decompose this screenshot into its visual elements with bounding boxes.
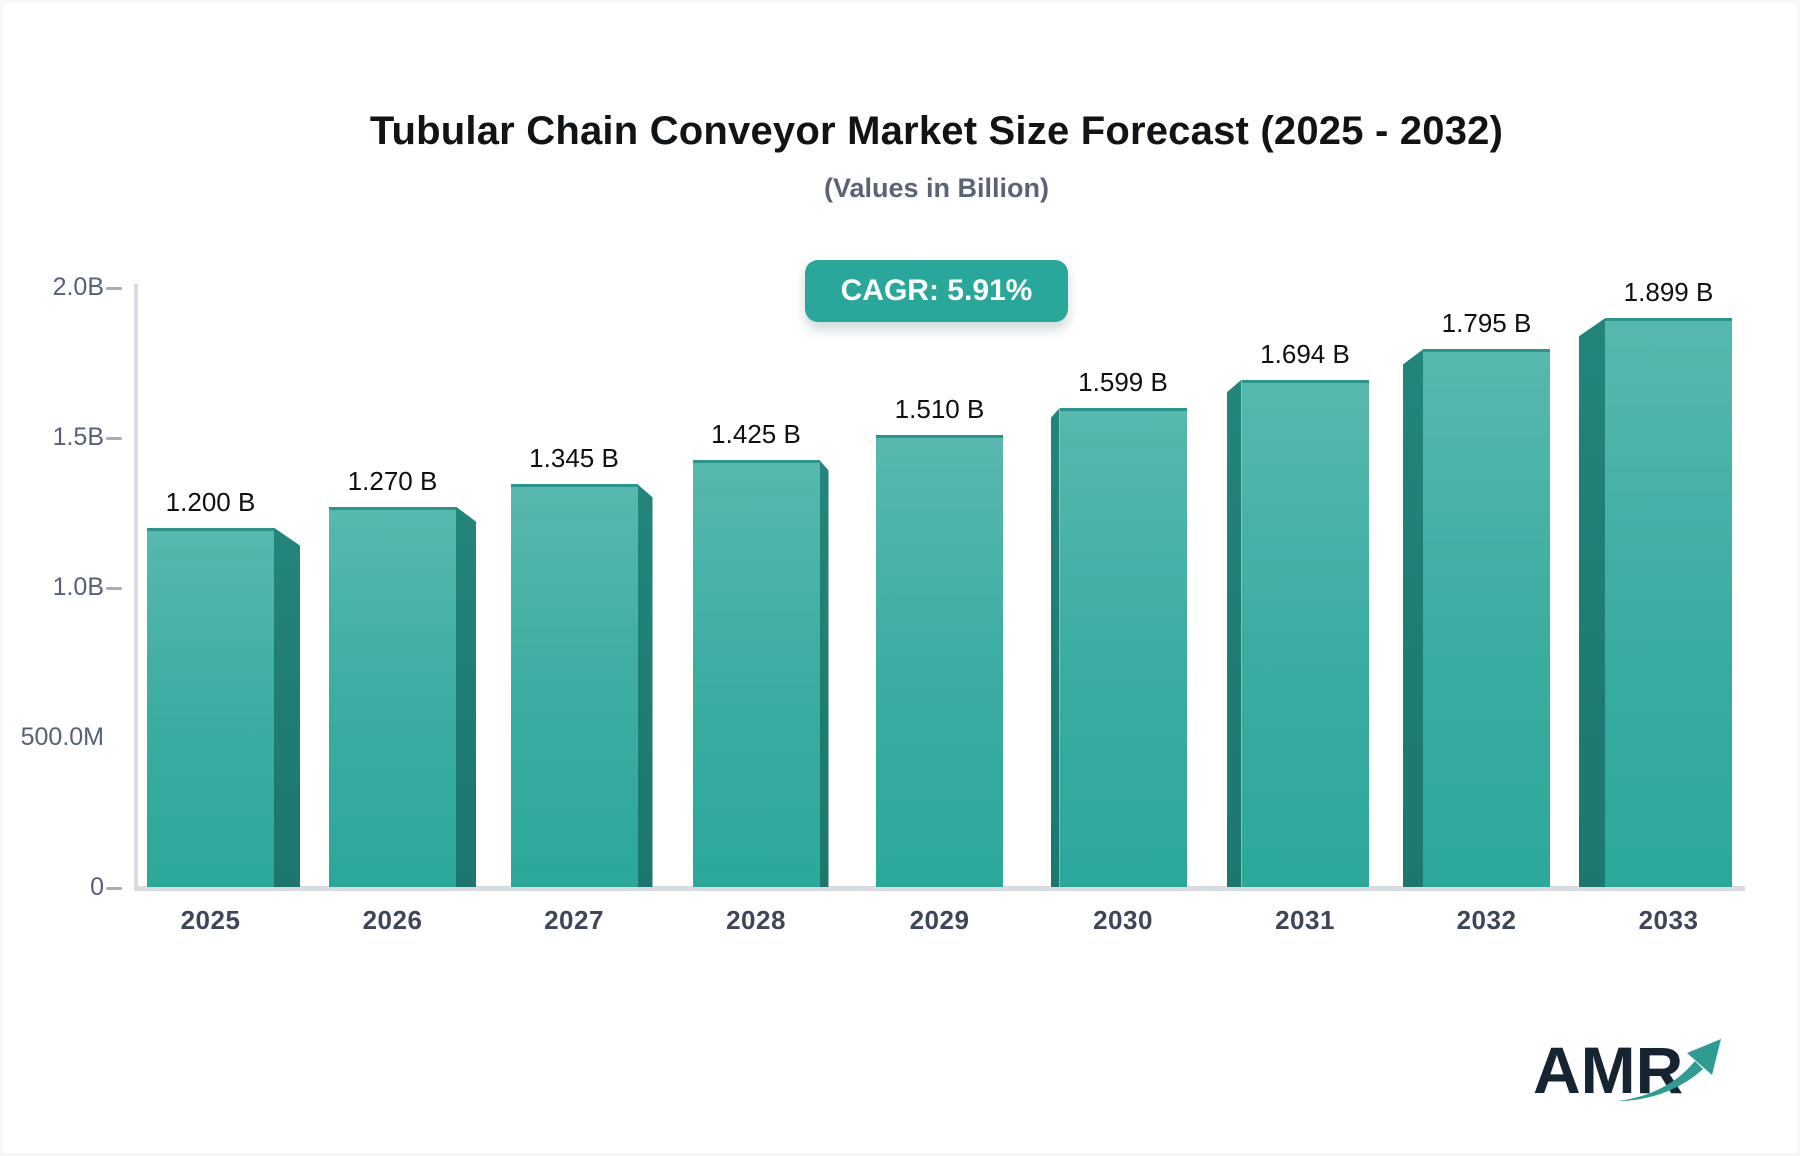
bar-side-2026 [456, 506, 476, 887]
bar-value-label-2030: 1.599 B [1078, 367, 1168, 398]
bar-face-2025 [147, 527, 274, 887]
bar-value-label-2029: 1.510 B [894, 393, 985, 424]
plot-area: 1.200 B 1.270 B 1.345 B 1.425 B 1.510 B 1.599… [134, 277, 1745, 887]
x-axis-line [134, 886, 1745, 891]
x-tick-slot-2031: 2031 [1208, 905, 1387, 936]
bar-2026: 1.270 B [329, 466, 476, 887]
bar-2033: 1.899 B [1579, 277, 1732, 887]
y-tick-label-1.5B: 1.5B [52, 423, 104, 451]
bar-face-2033 [1605, 318, 1732, 887]
bar-side-2032 [1403, 349, 1423, 887]
bar-2027: 1.345 B [510, 443, 653, 887]
x-tick-label-2031: 2031 [1275, 905, 1335, 935]
bar-2030: 1.599 B [1050, 367, 1187, 887]
bar-face-2032 [1423, 349, 1550, 887]
bar-side-2028 [819, 460, 829, 887]
x-tick-slot-2030: 2030 [1029, 905, 1208, 936]
growth-arrow-icon [1617, 1039, 1721, 1101]
y-axis: 2.0B 1.5B 1.0B 500.0M 0 [3, 3, 1797, 1153]
bar-face-2029 [876, 434, 1003, 887]
bar-slot-2029: 1.510 B [850, 288, 1029, 887]
x-tick-label-2025: 2025 [180, 905, 241, 935]
y-tick-label-1.0B: 1.0B [52, 573, 104, 601]
bar-slot-2032: 1.795 B [1387, 288, 1566, 887]
bar-value-label-2028: 1.425 B [711, 419, 801, 450]
x-tick-label-2030: 2030 [1093, 905, 1153, 935]
y-tick-label-0: 0 [90, 873, 104, 901]
bar-value-label-2027: 1.345 B [529, 443, 619, 474]
bar-side-2030 [1050, 408, 1060, 887]
bar-2025: 1.200 B [147, 487, 300, 887]
bar-side-2031 [1226, 379, 1242, 887]
x-tick-label-2026: 2026 [362, 905, 423, 935]
amr-logo: AMR [1533, 1037, 1733, 1115]
x-tick-slot-2025: 2025 [134, 905, 313, 936]
x-tick-slot-2033: 2033 [1566, 905, 1745, 936]
bar-face-2028 [692, 460, 820, 887]
x-tick-slot-2032: 2032 [1387, 905, 1566, 936]
bar-side-2027 [637, 484, 653, 887]
x-tick-label-2029: 2029 [909, 905, 970, 935]
bar-face-2031 [1241, 379, 1369, 887]
chart-header: Tubular Chain Conveyor Market Size Forec… [134, 107, 1739, 322]
x-tick-label-2032: 2032 [1456, 905, 1517, 935]
x-tick-label-2028: 2028 [726, 905, 786, 935]
bar-face-2026 [329, 506, 456, 887]
y-tick-mark [106, 887, 122, 890]
bar-2032: 1.795 B [1403, 308, 1550, 887]
x-tick-slot-2028: 2028 [671, 905, 850, 936]
bar-side-2033 [1579, 318, 1605, 887]
y-tick-mark [106, 587, 122, 590]
bar-slot-2030: 1.599 B [1029, 288, 1208, 887]
bar-slot-2031: 1.694 B [1208, 288, 1387, 887]
bar-slot-2025: 1.200 B [134, 288, 313, 887]
bar-value-label-2026: 1.270 B [347, 465, 438, 496]
x-axis-labels: 2025 2026 2027 2028 2029 2030 2031 2032 2033 [134, 905, 1745, 936]
bar-2029: 1.510 B [876, 394, 1003, 887]
bar-2028: 1.425 B [692, 419, 829, 887]
x-tick-slot-2029: 2029 [850, 905, 1029, 936]
bar-face-2030 [1059, 408, 1187, 887]
bar-slot-2027: 1.345 B [492, 288, 671, 887]
bar-side-2025 [274, 527, 300, 887]
x-tick-label-2033: 2033 [1638, 905, 1699, 935]
bar-value-label-2025: 1.200 B [165, 486, 256, 517]
bar-value-label-2032: 1.795 B [1441, 308, 1532, 339]
x-tick-slot-2026: 2026 [313, 905, 492, 936]
cagr-badge: CAGR: 5.91% [804, 260, 1069, 322]
y-axis-line [134, 284, 138, 891]
bar-value-label-2033: 1.899 B [1623, 277, 1714, 308]
bar-slot-2026: 1.270 B [313, 288, 492, 887]
bar-face-2027 [510, 484, 638, 887]
y-tick-label-2.0B: 2.0B [52, 273, 104, 301]
y-tick-label-500.0M: 500.0M [20, 723, 104, 751]
y-tick-mark [106, 437, 122, 440]
x-tick-slot-2027: 2027 [492, 905, 671, 936]
y-tick-mark [106, 287, 122, 290]
bar-slot-2028: 1.425 B [671, 288, 850, 887]
chart-subtitle: (Values in Billion) [823, 173, 1050, 203]
chart-title: Tubular Chain Conveyor Market Size Forec… [369, 109, 1504, 153]
bar-slot-2033: 1.899 B [1566, 277, 1745, 887]
x-tick-label-2027: 2027 [544, 905, 604, 935]
bar-value-label-2031: 1.694 B [1260, 338, 1350, 369]
bar-2031: 1.694 B [1226, 339, 1369, 887]
